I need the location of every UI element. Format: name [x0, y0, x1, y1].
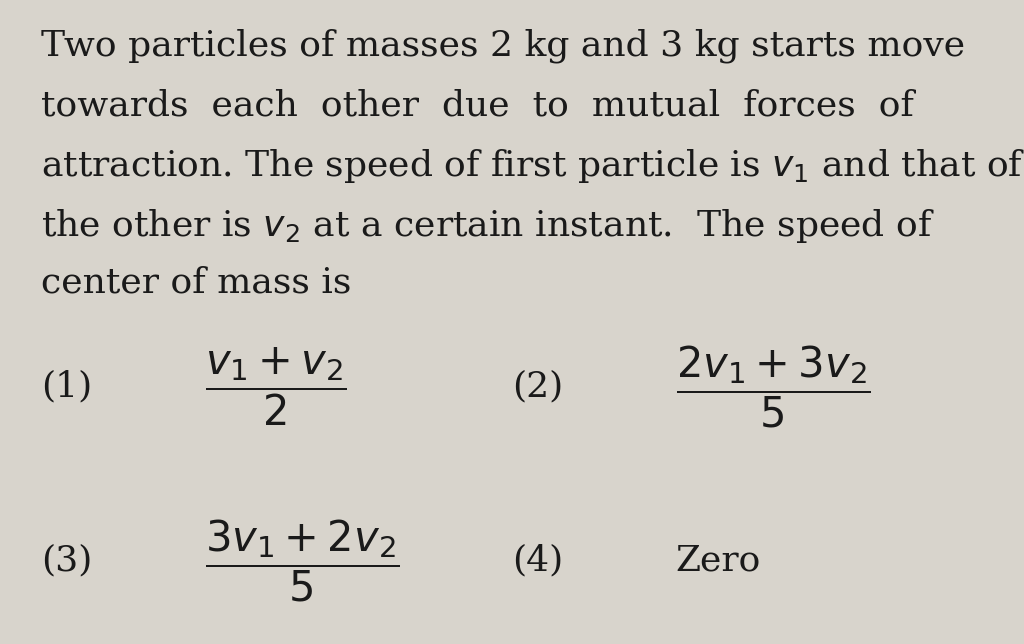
- Text: $\dfrac{v_1+v_2}{2}$: $\dfrac{v_1+v_2}{2}$: [205, 345, 346, 428]
- Text: center of mass is: center of mass is: [41, 266, 351, 300]
- Text: $\dfrac{2v_1+3v_2}{5}$: $\dfrac{2v_1+3v_2}{5}$: [676, 343, 870, 430]
- Text: $\dfrac{3v_1+2v_2}{5}$: $\dfrac{3v_1+2v_2}{5}$: [205, 517, 399, 603]
- Text: (1): (1): [41, 370, 92, 403]
- Text: attraction. The speed of first particle is $v_1$ and that of: attraction. The speed of first particle …: [41, 147, 1024, 185]
- Text: the other is $v_2$ at a certain instant.  The speed of: the other is $v_2$ at a certain instant.…: [41, 207, 935, 245]
- Text: Zero: Zero: [676, 544, 761, 577]
- Text: (4): (4): [512, 544, 563, 577]
- Text: Two particles of masses 2 kg and 3 kg starts move: Two particles of masses 2 kg and 3 kg st…: [41, 29, 965, 64]
- Text: towards  each  other  due  to  mutual  forces  of: towards each other due to mutual forces …: [41, 88, 913, 122]
- Text: (2): (2): [512, 370, 563, 403]
- Text: (3): (3): [41, 544, 92, 577]
